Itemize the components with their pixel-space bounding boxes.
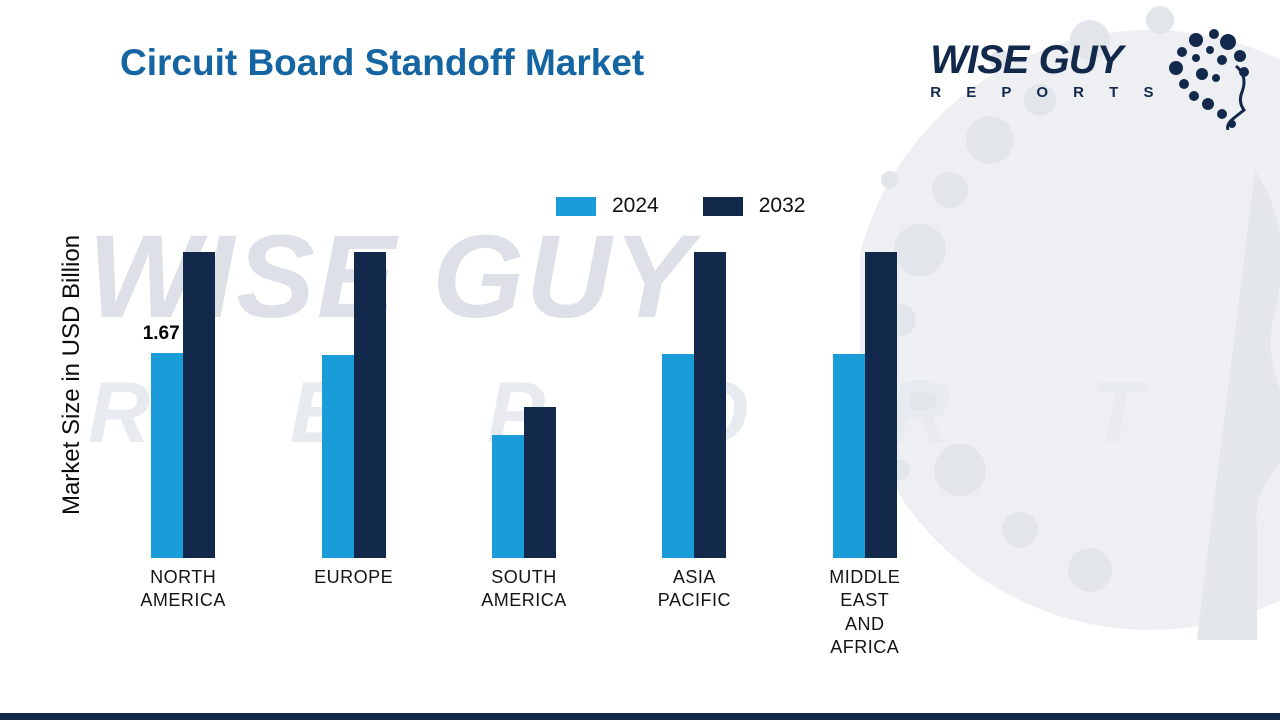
wiseguy-logo-text: WISE GUY R E P O R T S [930,40,1164,101]
category-label-middle-east-and-africa: MIDDLE EAST AND AFRICA [829,567,901,658]
category-label-europe: EUROPE [314,567,394,587]
page-title: Circuit Board Standoff Market [120,42,645,83]
bar-2032-europe [353,252,386,558]
decorative-head-graphic [860,6,1280,640]
legend-swatch-2032 [702,196,743,216]
bar-2024-europe [321,355,354,558]
wiseguy-logo-head-icon [1169,29,1249,130]
bar-chart-plot-area: NORTH AMERICA EUROPE SOUTH AMERICA ASIA PAC… [98,0,950,657]
wiseguy-logo-name: WISE GUY [930,38,1123,82]
category-label-south-america: SOUTH AMERICA [481,567,567,611]
legend-label-2032: 2032 [758,194,806,217]
bar-2024-asia-pacific [662,354,695,558]
bar-2032-south-america [524,407,556,558]
y-axis-label: Market Size in USD Billion [58,234,85,516]
bar-2024-north-america [151,353,184,558]
bar-2032-north-america [183,252,216,558]
legend-item-2032: 2032 [702,194,806,218]
category-label-asia-pacific: ASIA PACIFIC [657,567,731,611]
legend-swatch-2024 [556,196,596,216]
legend-item-2024: 2024 [556,194,659,218]
bar-2024-south-america [492,435,524,558]
chart-legend: 2024 2032 [556,194,805,218]
legend-label-2024: 2024 [612,194,659,217]
bottom-accent-bar [0,713,1280,720]
category-label-north-america: NORTH AMERICA [140,567,226,611]
wiseguy-logo: WISE GUY R E P O R T S [930,26,1252,130]
bar-2032-middle-east-and-africa [864,252,897,558]
bar-2032-asia-pacific [694,252,727,558]
bar-value-label: 1.67 [142,323,180,344]
bar-2024-middle-east-and-africa [832,354,865,558]
wiseguy-logo-subtitle: R E P O R T S [930,84,1164,101]
